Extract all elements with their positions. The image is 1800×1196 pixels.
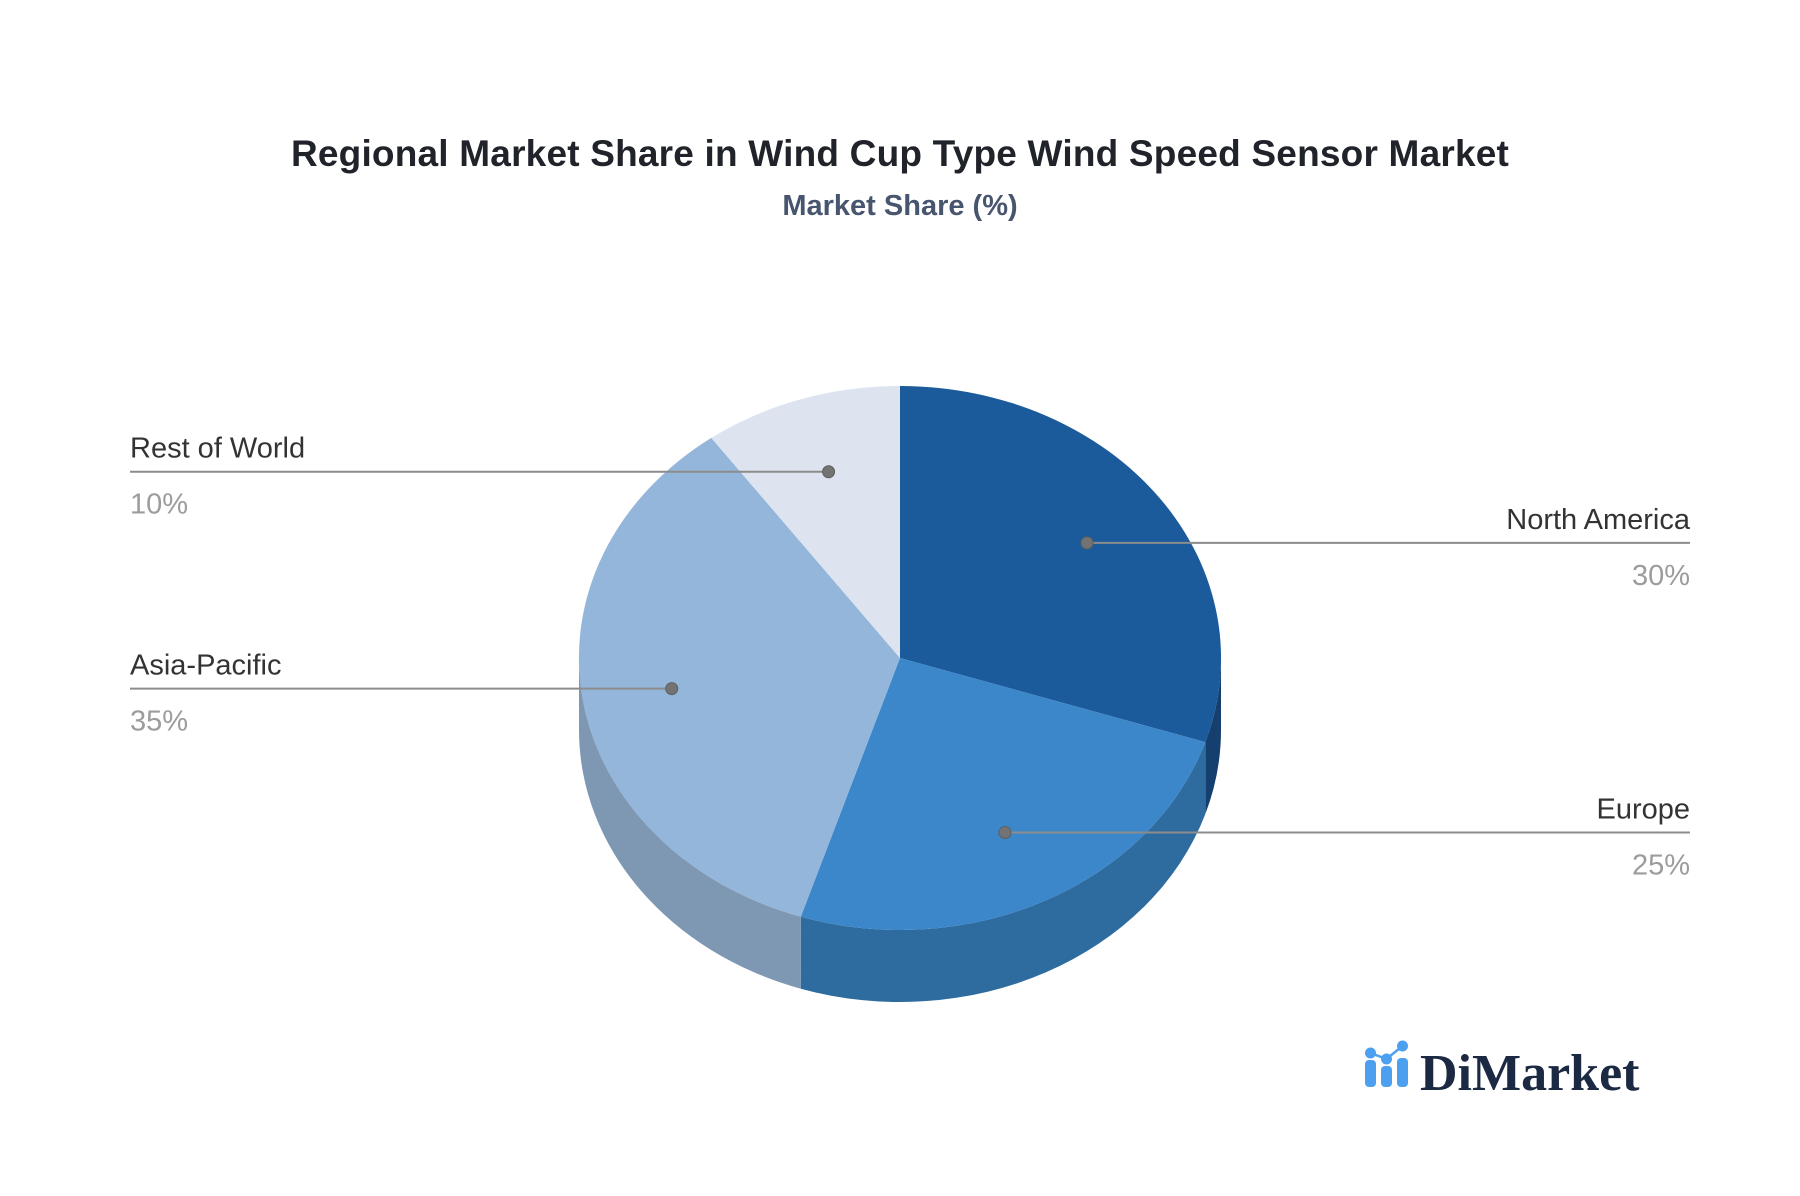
pie-slice-side-asia-pacific [579,658,801,989]
slice-pct-europe: 25% [1632,849,1690,881]
brand-logo-text: DiMarket [1420,1045,1640,1097]
slice-label-north-america: North America [1506,504,1691,536]
bar-chart-logo-icon: DiMarket [1365,1040,1640,1102]
pie-slice-rest-of-world[interactable] [711,386,900,658]
pie-slice-europe[interactable] [800,658,1206,931]
leader-dot-rest-of-world [822,465,836,479]
pie-slice-asia-pacific[interactable] [578,437,900,917]
slice-label-rest-of-world: Rest of World [130,433,305,465]
chart-title: Regional Market Share in Wind Cup Type W… [290,133,1510,174]
pie-slice-side-north-america [1205,658,1221,815]
slice-label-europe: Europe [1596,793,1690,825]
leader-dot-europe [998,825,1012,839]
slice-pct-north-america: 30% [1632,560,1690,592]
slice-pct-asia-pacific: 35% [130,706,188,738]
leader-dot-asia-pacific [665,682,679,696]
chart-subtitle: Market Share (%) [782,190,1018,222]
leader-dot-north-america [1080,536,1094,550]
slice-pct-rest-of-world: 10% [130,489,188,521]
pie-slice-north-america[interactable] [900,386,1222,743]
slice-label-asia-pacific: Asia-Pacific [130,650,282,682]
brand-logo: DiMarket [1358,1035,1698,1102]
pie-slice-side-europe [800,742,1206,1003]
